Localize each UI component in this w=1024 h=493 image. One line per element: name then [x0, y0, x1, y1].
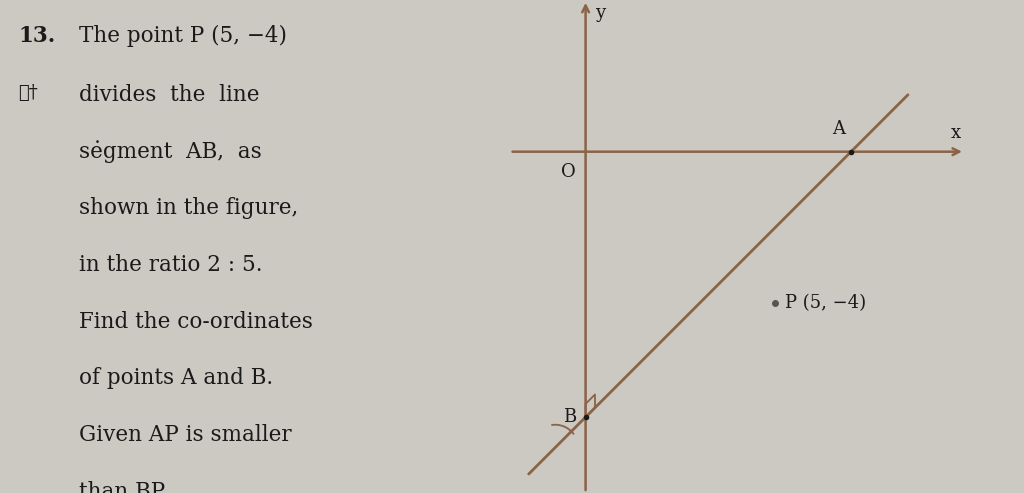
Text: of points A and B.: of points A and B.	[79, 367, 273, 389]
Text: shown in the figure,: shown in the figure,	[79, 197, 298, 219]
Text: y: y	[595, 4, 605, 22]
Text: x: x	[951, 124, 962, 142]
Text: Find the co-ordinates: Find the co-ordinates	[79, 311, 312, 333]
Text: in the ratio 2 : 5.: in the ratio 2 : 5.	[79, 254, 262, 276]
Text: B: B	[563, 408, 577, 426]
Text: O: O	[561, 163, 577, 181]
Text: Given AP is smaller: Given AP is smaller	[79, 424, 292, 446]
Text: divides  the  line: divides the line	[79, 84, 259, 106]
Text: The point P (5, −4): The point P (5, −4)	[79, 25, 287, 47]
Text: 13.: 13.	[18, 25, 55, 47]
Text: sėgment  AB,  as: sėgment AB, as	[79, 141, 261, 163]
Text: ★†: ★†	[18, 84, 38, 102]
Text: P (5, −4): P (5, −4)	[784, 294, 866, 313]
Text: A: A	[833, 120, 846, 139]
Text: than BP.: than BP.	[79, 481, 167, 493]
